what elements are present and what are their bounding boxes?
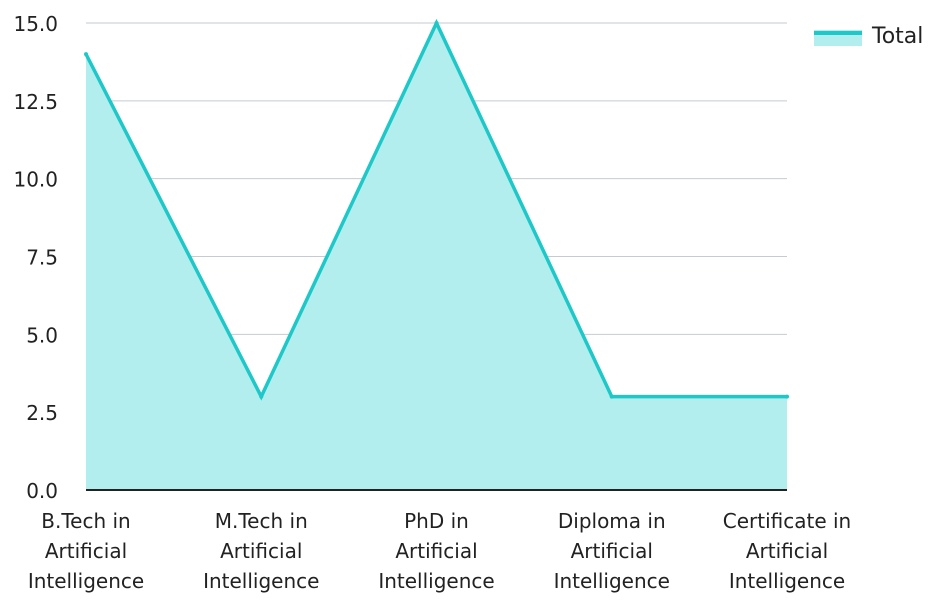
x-tick-label-4-line-2: Intelligence [729, 569, 845, 593]
x-tick-label-0-line-1: Artificial [45, 539, 127, 563]
y-tick-label-3: 7.5 [26, 246, 58, 270]
area-fill-total [86, 23, 787, 490]
x-tick-label-3: Diploma in Artificial Intelligence [554, 509, 670, 593]
x-tick-label-1-line-1: Artificial [220, 539, 302, 563]
y-axis-tick-labels: 0.0 2.5 5.0 7.5 10.0 12.5 15.0 [13, 12, 58, 503]
y-tick-label-0: 0.0 [26, 479, 58, 503]
x-tick-label-2: PhD in Artificial Intelligence [378, 509, 494, 593]
x-tick-label-1: M.Tech in Artificial Intelligence [203, 509, 319, 593]
x-tick-label-3-line-1: Artificial [571, 539, 653, 563]
data-point-4 [785, 394, 789, 399]
x-tick-label-4-line-1: Artificial [746, 539, 828, 563]
legend: Total [814, 24, 923, 49]
x-tick-label-4-line-0: Certificate in [723, 509, 851, 533]
x-tick-label-4: Certificate in Artificial Intelligence [723, 509, 851, 593]
x-tick-label-2-line-0: PhD in [404, 509, 469, 533]
x-tick-label-2-line-2: Intelligence [378, 569, 494, 593]
x-tick-label-0-line-0: B.Tech in [41, 509, 130, 533]
y-tick-label-2: 5.0 [26, 323, 58, 347]
data-point-3 [609, 394, 614, 399]
x-tick-label-1-line-2: Intelligence [203, 569, 319, 593]
x-tick-label-0-line-2: Intelligence [28, 569, 144, 593]
x-tick-label-0: B.Tech in Artificial Intelligence [28, 509, 144, 593]
y-tick-label-4: 10.0 [13, 168, 58, 192]
legend-label-total: Total [871, 24, 923, 49]
y-tick-label-1: 2.5 [26, 401, 58, 425]
y-tick-label-6: 15.0 [13, 12, 58, 36]
data-point-2 [434, 21, 439, 25]
x-tick-label-3-line-2: Intelligence [554, 569, 670, 593]
area-series-total [84, 18, 789, 490]
y-tick-label-5: 12.5 [13, 90, 58, 114]
data-point-1 [259, 394, 264, 399]
x-tick-label-3-line-0: Diploma in [558, 509, 666, 533]
x-tick-label-2-line-1: Artificial [395, 539, 477, 563]
x-tick-label-1-line-0: M.Tech in [215, 509, 308, 533]
data-point-0 [84, 52, 88, 57]
